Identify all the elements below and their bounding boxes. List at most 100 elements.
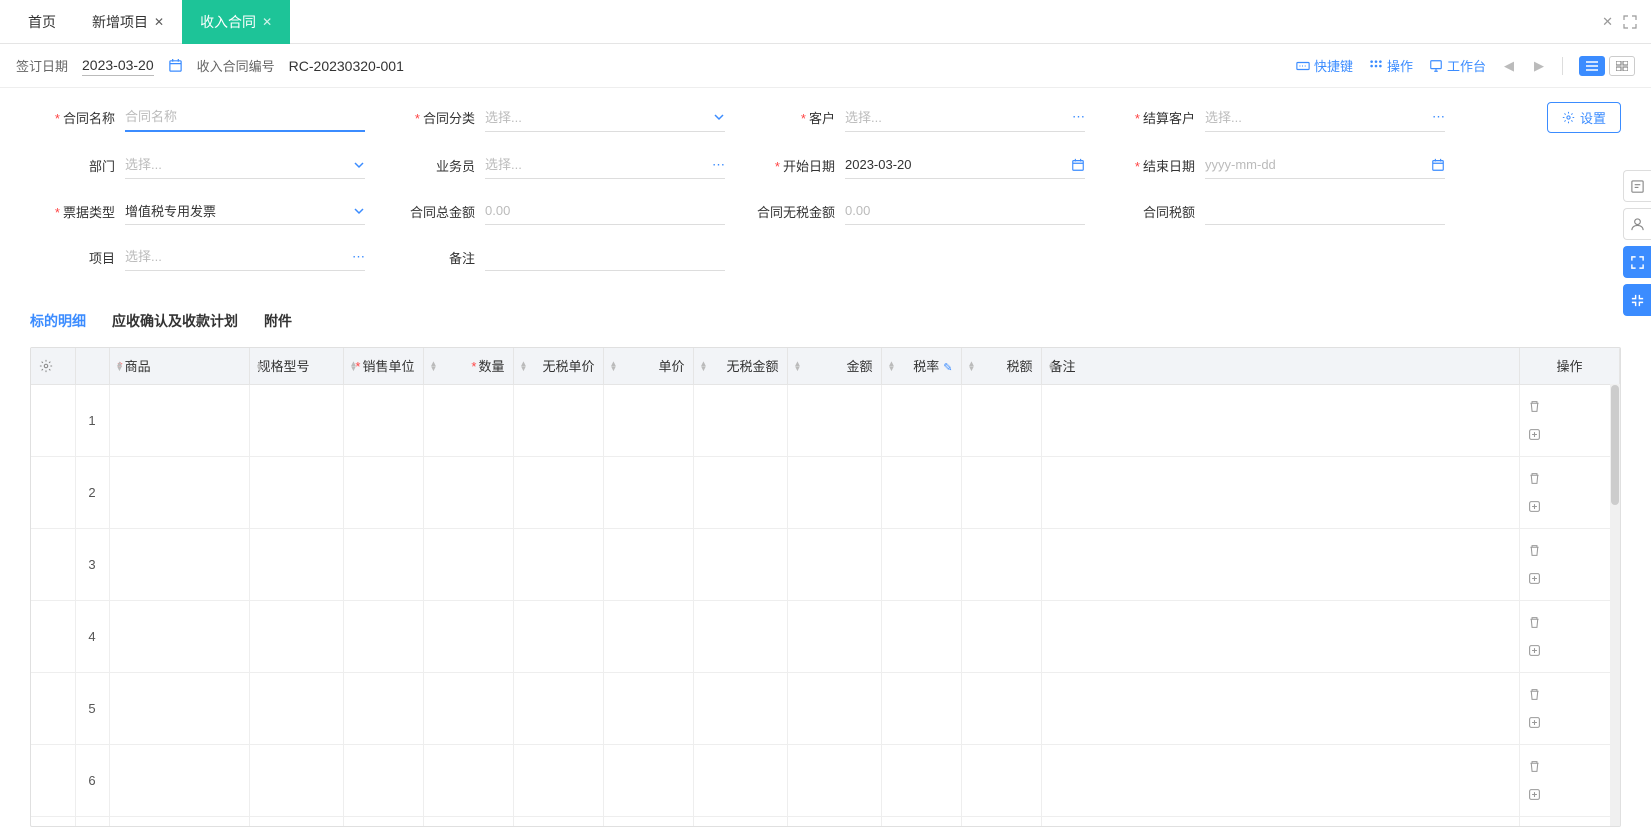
salesman-label: 业务员 [436,159,475,174]
start-date-label: 开始日期 [783,159,835,174]
tax-amount-label: 合同税额 [1143,205,1195,220]
table-row[interactable]: 1 [31,384,1620,456]
form-area: *合同名称 *合同分类 *客户 ⋯ *结算客户 ⋯ 设置 部门 [0,88,1651,295]
rail-user-icon[interactable] [1623,208,1651,240]
col-gear[interactable] [31,348,75,384]
prev-icon[interactable]: ◀ [1502,58,1516,74]
fullscreen-icon[interactable] [1623,15,1637,29]
end-date-label: 结束日期 [1143,159,1195,174]
workbench-button[interactable]: 工作台 [1429,56,1486,75]
col-price[interactable]: ▲▼单价 [603,348,693,384]
shortcut-button[interactable]: 快捷键 [1296,56,1353,75]
ticket-type-select[interactable] [125,201,365,220]
delete-row-icon[interactable] [1528,760,1611,773]
dept-label: 部门 [89,159,115,174]
tab-new-project[interactable]: 新增项目✕ [74,0,182,44]
rail-collapse-icon[interactable] [1623,284,1651,316]
chevron-down-icon[interactable] [713,111,725,123]
settle-customer-label: 结算客户 [1143,111,1195,126]
subtab-details[interactable]: 标的明细 [30,303,86,339]
col-qty[interactable]: ▲▼*数量 [423,348,513,384]
calendar-icon[interactable] [1431,158,1445,172]
project-label: 项目 [89,251,115,266]
salesman-select[interactable] [485,155,725,174]
ticket-type-label: 票据类型 [63,205,115,220]
table-row[interactable]: 2 [31,456,1620,528]
add-row-icon[interactable] [1528,428,1611,441]
col-notax_amount[interactable]: ▲▼无税金额 [693,348,787,384]
add-row-icon[interactable] [1528,644,1611,657]
col-tax[interactable]: ▲▼税额 [961,348,1041,384]
add-row-icon[interactable] [1528,572,1611,585]
customer-select[interactable] [845,108,1085,127]
col-notax_price[interactable]: ▲▼无税单价 [513,348,603,384]
rail-expand-icon[interactable] [1623,246,1651,278]
sign-date-label: 签订日期 [16,56,68,75]
contract-no-value: RC-20230320-001 [289,58,404,74]
col-tax_rate[interactable]: ▲▼税率✎ [881,348,961,384]
subtab-attachment[interactable]: 附件 [264,303,292,339]
remark-input[interactable] [485,247,725,266]
next-icon[interactable]: ▶ [1532,58,1546,74]
contract-class-select[interactable] [485,108,725,127]
col-spec[interactable]: ▲▼规格型号 [249,348,343,384]
more-icon[interactable]: ⋯ [1432,109,1445,125]
add-row-icon[interactable] [1528,788,1611,801]
settings-button[interactable]: 设置 [1547,102,1621,133]
add-row-icon[interactable] [1528,716,1611,729]
remark-label: 备注 [449,251,475,266]
view-grid-button[interactable] [1609,56,1635,76]
col-unit[interactable]: ▲▼*销售单位 [343,348,423,384]
tab-home[interactable]: 首页 [10,0,74,44]
delete-row-icon[interactable] [1528,472,1611,485]
delete-row-icon[interactable] [1528,400,1611,413]
view-list-button[interactable] [1579,56,1605,76]
calendar-icon[interactable] [168,58,183,73]
rail-note-icon[interactable] [1623,170,1651,202]
more-icon[interactable]: ⋯ [712,157,725,173]
close-icon[interactable]: ✕ [262,15,272,29]
operate-button[interactable]: 操作 [1369,56,1413,75]
col-rownum[interactable] [75,348,109,384]
chevron-down-icon[interactable] [353,159,365,171]
col-ops[interactable]: 操作 [1520,348,1620,384]
calendar-icon[interactable] [1071,158,1085,172]
total-amount-label: 合同总金额 [410,205,475,220]
contract-no-label: 收入合同编号 [197,56,275,75]
end-date-input[interactable] [1205,155,1445,174]
more-icon[interactable]: ⋯ [1072,109,1085,125]
add-row-icon[interactable] [1528,500,1611,513]
dept-select[interactable] [125,155,365,174]
total-amount-input[interactable] [485,201,725,220]
contract-class-label: 合同分类 [423,111,475,126]
project-select[interactable] [125,247,365,266]
notax-amount-input[interactable] [845,201,1085,220]
delete-row-icon[interactable] [1528,688,1611,701]
tab-income-contract[interactable]: 收入合同✕ [182,0,290,44]
table-row[interactable]: 5 [31,672,1620,744]
table-row[interactable]: 6 [31,744,1620,816]
tab-bar: 首页 新增项目✕ 收入合同✕ ✕ [0,0,1651,44]
detail-table: ▲▼*商品▲▼规格型号▲▼*销售单位▲▼*数量▲▼无税单价▲▼单价▲▼无税金额▲… [30,347,1621,827]
table-row[interactable]: 4 [31,600,1620,672]
table-scrollbar[interactable] [1610,384,1620,826]
subtab-receivable[interactable]: 应收确认及收款计划 [112,303,238,339]
col-product[interactable]: ▲▼*商品 [109,348,249,384]
sign-date-value[interactable]: 2023-03-20 [82,55,154,76]
contract-name-input[interactable] [125,107,365,126]
customer-label: 客户 [809,111,835,126]
delete-row-icon[interactable] [1528,616,1611,629]
table-row[interactable]: 3 [31,528,1620,600]
col-amount[interactable]: ▲▼金额 [787,348,881,384]
chevron-down-icon[interactable] [353,205,365,217]
start-date-input[interactable] [845,155,1085,174]
settle-customer-select[interactable] [1205,108,1445,127]
close-all-icon[interactable]: ✕ [1602,14,1613,30]
tax-amount-input[interactable] [1205,201,1445,220]
table-row[interactable]: 7 [31,816,1620,827]
close-icon[interactable]: ✕ [154,15,164,29]
col-remark[interactable]: ▲▼备注 [1041,348,1520,384]
more-icon[interactable]: ⋯ [352,249,365,265]
delete-row-icon[interactable] [1528,544,1611,557]
sub-tabs: 标的明细 应收确认及收款计划 附件 [0,303,1651,339]
